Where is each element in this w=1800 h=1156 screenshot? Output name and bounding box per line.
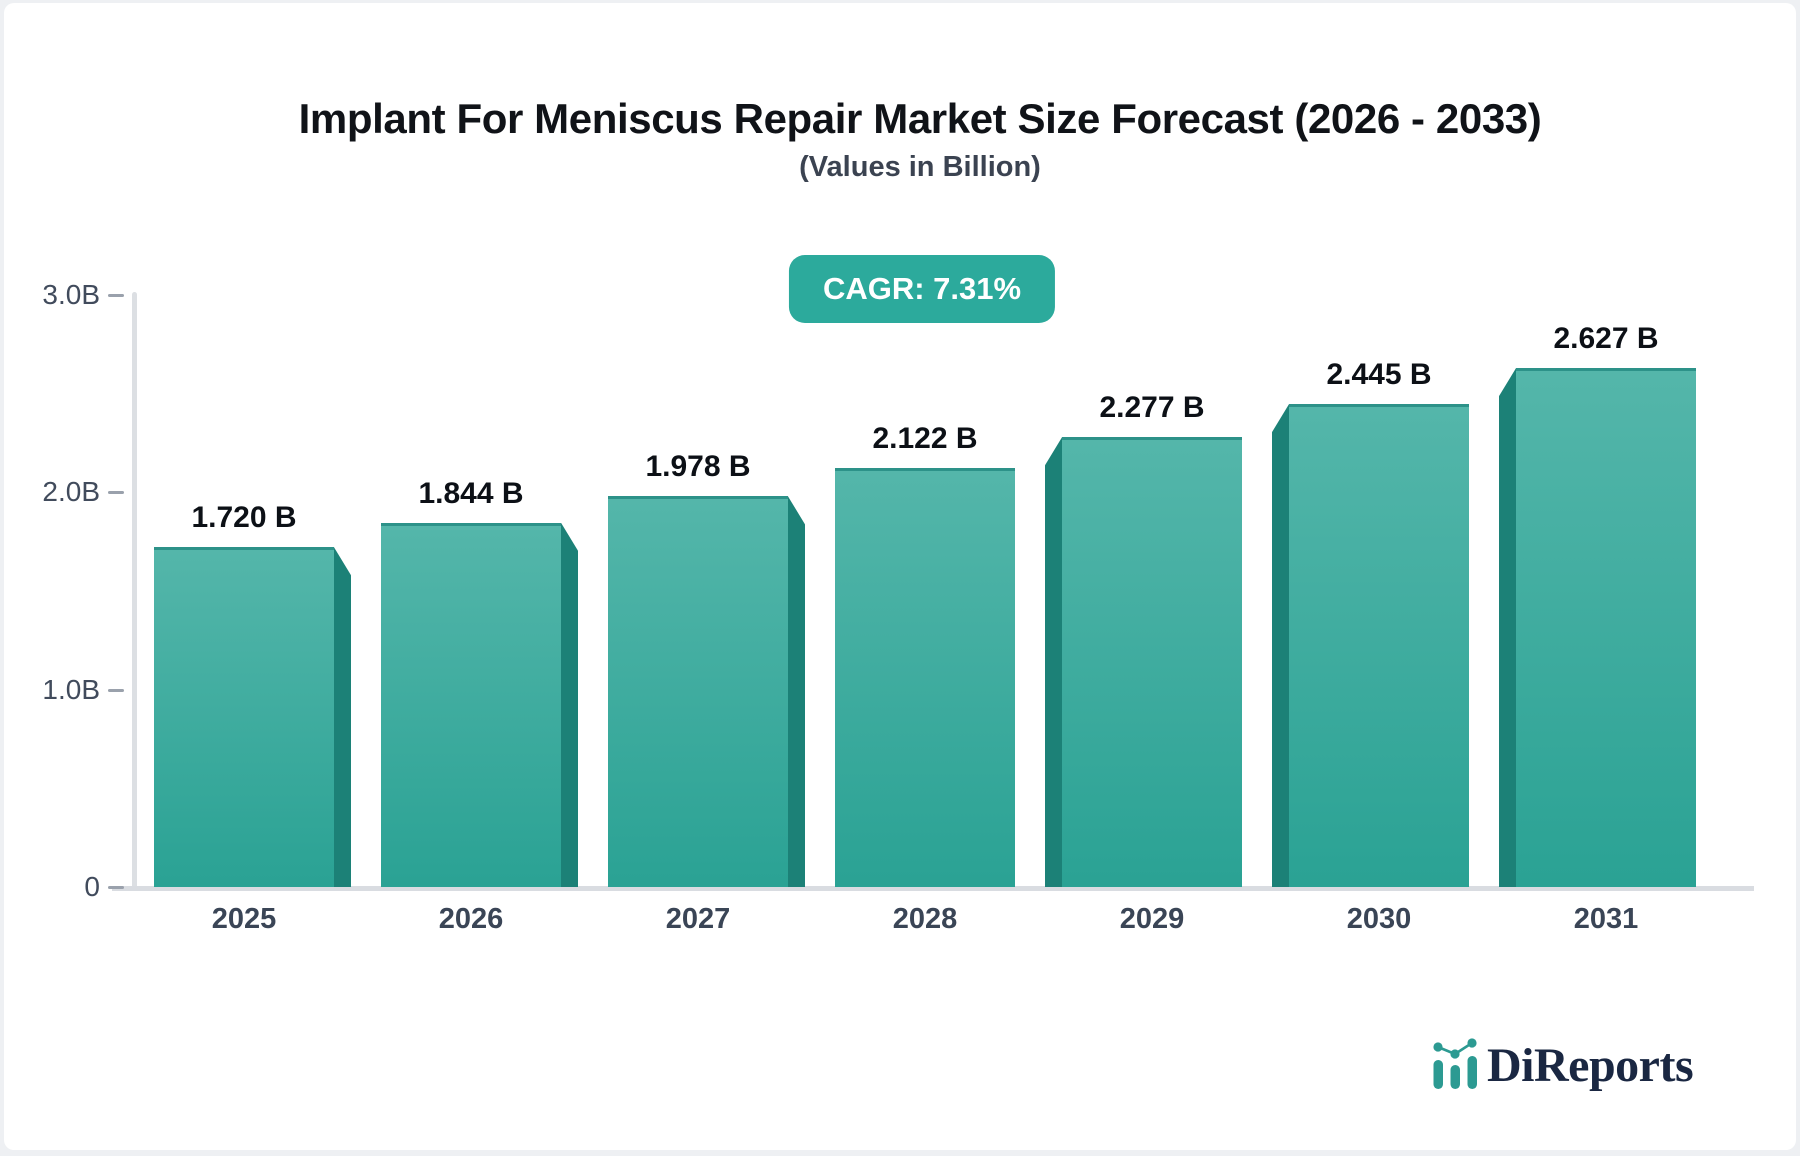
bar-side-2030 [1272, 404, 1289, 887]
bar-side-2025 [334, 547, 351, 887]
bar-2026 [381, 522, 561, 887]
y-tick-mark [108, 293, 124, 297]
bar-value-label: 2.627 B [1553, 322, 1659, 356]
y-tick-label: 2.0B [42, 476, 100, 507]
direports-logo-icon [1433, 1038, 1477, 1089]
chart-title: Implant For Meniscus Repair Market Size … [298, 95, 1542, 142]
x-axis-label-2028: 2028 [892, 903, 958, 935]
bar-2028 [835, 467, 1015, 887]
x-axis-label-2029: 2029 [1119, 903, 1185, 935]
y-tick-label: 3.0B [42, 278, 100, 310]
bar-value-label: 1.978 B [645, 450, 751, 484]
bar-2029 [1062, 437, 1242, 887]
x-axis-label-2027: 2027 [665, 903, 731, 935]
chart-card: Implant For Meniscus Repair Market Size … [4, 3, 1796, 1150]
direports-logo-text: DiReports [1487, 1038, 1694, 1092]
bar-value-label: 1.720 B [191, 501, 297, 535]
direports-logo: DiReports [1432, 1037, 1694, 1092]
bar-side-2026 [561, 522, 578, 887]
bar-2027 [608, 496, 788, 887]
x-axis-label-2031: 2031 [1573, 903, 1639, 935]
y-tick-mark [108, 886, 124, 889]
bar-2030 [1289, 404, 1469, 887]
y-tick-mark [108, 688, 124, 692]
x-axis-label-2025: 2025 [211, 903, 277, 935]
y-tick-label: 0 [84, 871, 100, 902]
bar-value-label: 1.844 B [418, 476, 524, 510]
bar-side-2031 [1499, 368, 1516, 887]
x-axis-label-2030: 2030 [1346, 903, 1412, 935]
bar-chart-plot: 0 1.0B 2.0B 3.0B 1.720 B 2025 1.844 B 2026 1.978… [4, 3, 1796, 1150]
chart-subtitle: (Values in Billion) [799, 151, 1041, 183]
bar-2025 [154, 547, 334, 887]
y-tick-mark [108, 491, 124, 494]
bar-value-label: 2.277 B [1099, 391, 1205, 425]
y-tick-label: 1.0B [42, 673, 100, 705]
x-axis-label-2026: 2026 [438, 903, 504, 935]
bar-side-2029 [1045, 437, 1062, 887]
bar-value-label: 2.122 B [872, 421, 978, 455]
bar-side-2027 [788, 496, 805, 887]
y-axis-line [132, 292, 137, 889]
cagr-badge: CAGR: 7.31% [788, 255, 1056, 323]
bar-2031 [1516, 368, 1696, 887]
x-axis-baseline [112, 886, 1754, 891]
bar-value-label: 2.445 B [1326, 358, 1432, 392]
